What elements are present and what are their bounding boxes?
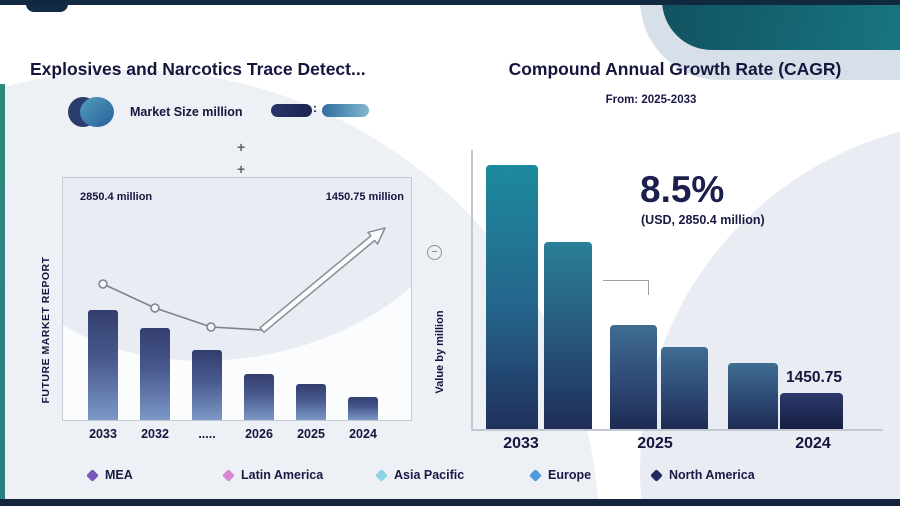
right-chart-title: Compound Annual Growth Rate (CAGR) — [508, 59, 842, 79]
cagr-value: 8.5% — [640, 169, 725, 210]
legend-diamond-icon — [86, 468, 99, 482]
left-x-labels: 2033 2032..... 2026 2025 2024 — [63, 427, 411, 443]
value-label-2024: 1450.75 million — [325, 191, 404, 203]
legend-item-north-america: North America — [650, 466, 755, 484]
legend-diamond-icon — [529, 468, 542, 482]
pill-icon — [322, 104, 369, 117]
left-bar-1 — [88, 310, 118, 420]
right-x-label-2024: 2024 — [795, 435, 831, 452]
legend-item-label: Asia Pacific — [394, 468, 465, 482]
right-x-label-2025: 2025 — [637, 435, 673, 452]
right-chart-subtitle: From: 2025-2033 — [605, 94, 697, 106]
legend-item-label: Latin America — [241, 468, 324, 482]
market-size-legend: Market Size million — [66, 94, 243, 130]
bottom-border — [0, 499, 900, 506]
pill-separator: : — [313, 101, 317, 115]
top-border — [0, 0, 900, 5]
minus-circle-icon: − — [427, 245, 442, 260]
left-accent-stripe — [0, 84, 5, 499]
corner-teal-accent — [662, 0, 900, 50]
cagr-note: (USD, 2850.4 million) — [641, 213, 765, 227]
y-axis-line — [471, 150, 473, 430]
legend-item-europe: Europe — [529, 466, 592, 484]
left-x-label-4: 2026 — [245, 427, 273, 441]
legend-diamond-icon — [222, 468, 235, 482]
legend-diamond-icon — [650, 468, 663, 482]
legend-item-label: North America — [669, 468, 755, 482]
legend-item-label: MEA — [105, 468, 133, 482]
left-chart: 2850.4 million 1450.75 million — [62, 177, 412, 421]
step-line-decoration — [603, 280, 649, 295]
market-size-disc-icon — [68, 97, 114, 127]
footer-legend: MEA Latin America Asia Pacific Europe North … — [0, 466, 900, 486]
market-size-label: Market Size million — [130, 105, 243, 119]
y-axis-label: Value by million — [434, 310, 446, 394]
pill-icon — [271, 104, 312, 117]
legend-item-latin-america: Latin America — [222, 466, 324, 484]
legend-diamond-icon — [375, 468, 388, 482]
left-bar-2 — [140, 328, 170, 420]
end-value-label: 1450.75 — [786, 369, 843, 386]
left-x-label-3: ..... — [198, 427, 216, 441]
trend-line-arrow — [98, 227, 386, 334]
plus-icon: + — [237, 139, 246, 155]
legend-item-label: Europe — [548, 468, 592, 482]
left-x-label-6: 2024 — [349, 427, 377, 441]
legend-item-asia-pacific: Asia Pacific — [375, 466, 465, 484]
left-bars — [63, 178, 411, 420]
watermark-label: FUTURE MARKET REPORT — [40, 256, 52, 404]
value-label-2033: 2850.4 million — [80, 191, 153, 203]
plus-icon: + — [237, 161, 246, 177]
left-bar-3 — [192, 350, 222, 420]
legend-item-mea: MEA — [86, 466, 133, 484]
left-chart-title: Explosives and Narcotics Trace Detect... — [30, 59, 366, 79]
left-bar-5 — [296, 384, 326, 420]
left-bar-4 — [244, 374, 274, 420]
left-x-label-5: 2025 — [297, 427, 325, 441]
right-x-label-2033: 2033 — [503, 435, 539, 452]
left-bar-6 — [348, 397, 378, 420]
left-x-label-1: 2033 — [89, 427, 117, 441]
left-x-label-2: 2032 — [141, 427, 169, 441]
x-axis-line — [471, 429, 883, 431]
